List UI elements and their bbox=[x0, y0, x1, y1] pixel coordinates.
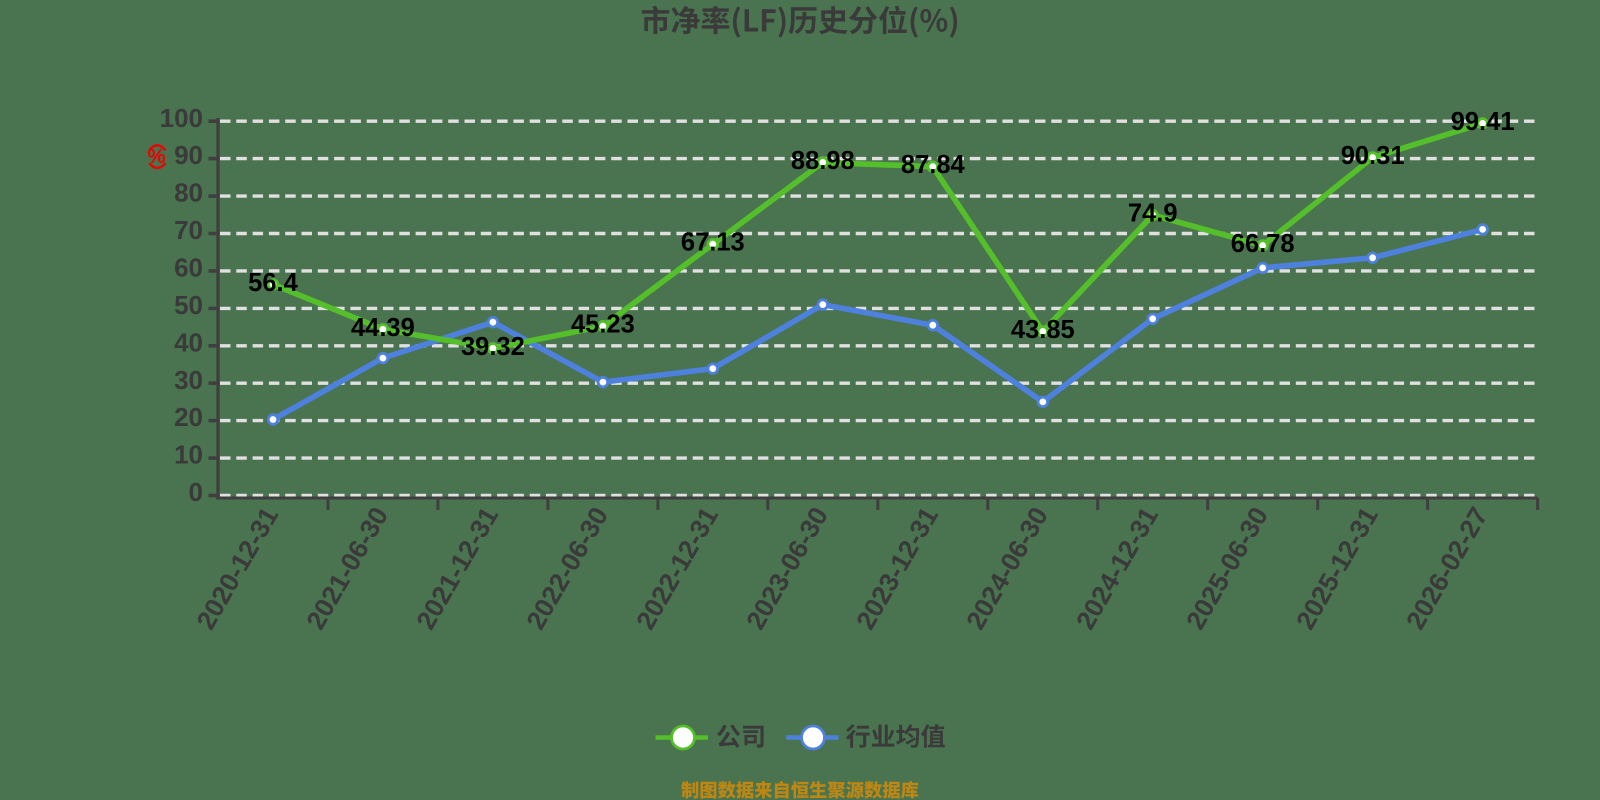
svg-text:40: 40 bbox=[174, 327, 203, 357]
svg-text:56.4: 56.4 bbox=[248, 269, 298, 297]
svg-text:88.98: 88.98 bbox=[791, 147, 855, 175]
svg-text:45.23: 45.23 bbox=[571, 311, 635, 339]
svg-text:39.32: 39.32 bbox=[461, 333, 525, 361]
svg-text:20: 20 bbox=[174, 402, 203, 432]
svg-text:90.31: 90.31 bbox=[1341, 142, 1405, 170]
svg-text:74.9: 74.9 bbox=[1128, 200, 1178, 228]
svg-text:0: 0 bbox=[189, 477, 203, 507]
svg-text:60: 60 bbox=[174, 253, 203, 283]
svg-text:90: 90 bbox=[174, 140, 203, 170]
svg-text:50: 50 bbox=[174, 290, 203, 320]
svg-text:%: % bbox=[147, 145, 165, 168]
svg-text:67.13: 67.13 bbox=[681, 229, 745, 257]
svg-text:70: 70 bbox=[174, 215, 203, 245]
svg-text:44.39: 44.39 bbox=[351, 314, 415, 342]
svg-text:100: 100 bbox=[160, 103, 203, 133]
svg-text:43.85: 43.85 bbox=[1011, 316, 1075, 344]
svg-text:80: 80 bbox=[174, 178, 203, 208]
svg-text:66.78: 66.78 bbox=[1231, 230, 1295, 258]
svg-text:99.41: 99.41 bbox=[1451, 108, 1515, 136]
svg-text:10: 10 bbox=[174, 440, 203, 470]
svg-text:30: 30 bbox=[174, 365, 203, 395]
svg-text:87.84: 87.84 bbox=[901, 151, 966, 179]
